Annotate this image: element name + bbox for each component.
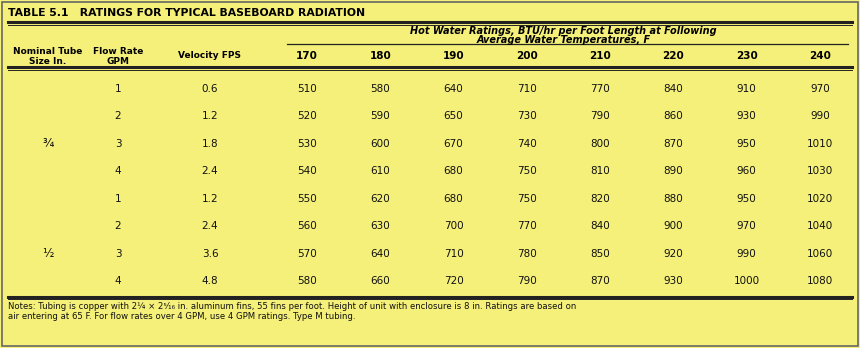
Text: 800: 800 — [590, 139, 610, 149]
Text: 660: 660 — [371, 276, 390, 286]
Text: 0.6: 0.6 — [202, 84, 218, 94]
Text: 1.2: 1.2 — [202, 194, 218, 204]
Text: 1040: 1040 — [807, 221, 833, 231]
Text: 510: 510 — [297, 84, 316, 94]
Text: 740: 740 — [517, 139, 537, 149]
Text: 860: 860 — [664, 111, 684, 121]
Text: 700: 700 — [444, 221, 464, 231]
Text: 960: 960 — [737, 166, 757, 176]
Text: 3: 3 — [114, 249, 121, 259]
Text: 4.8: 4.8 — [202, 276, 218, 286]
Text: 1.2: 1.2 — [202, 111, 218, 121]
Text: Notes: Tubing is copper with 2¼ × 2⁵⁄₁₆ in. aluminum fins, 55 fins per foot. Hei: Notes: Tubing is copper with 2¼ × 2⁵⁄₁₆ … — [8, 302, 576, 322]
Text: 840: 840 — [664, 84, 684, 94]
Text: 190: 190 — [443, 51, 464, 61]
Text: 910: 910 — [737, 84, 757, 94]
Text: 970: 970 — [810, 84, 830, 94]
Text: 520: 520 — [297, 111, 316, 121]
Text: 950: 950 — [737, 139, 757, 149]
Text: 930: 930 — [664, 276, 684, 286]
Text: ¾: ¾ — [42, 137, 53, 150]
Text: 2: 2 — [114, 221, 121, 231]
Text: 1060: 1060 — [807, 249, 833, 259]
Text: 1010: 1010 — [807, 139, 833, 149]
Text: 1000: 1000 — [734, 276, 759, 286]
Text: 990: 990 — [810, 111, 830, 121]
Text: 640: 640 — [371, 249, 390, 259]
Text: 710: 710 — [517, 84, 537, 94]
Text: 1030: 1030 — [807, 166, 833, 176]
Text: 900: 900 — [664, 221, 683, 231]
Text: 590: 590 — [371, 111, 390, 121]
Text: 180: 180 — [370, 51, 391, 61]
Text: 4: 4 — [114, 276, 121, 286]
Text: 2.4: 2.4 — [202, 221, 218, 231]
Text: 1020: 1020 — [807, 194, 833, 204]
Text: 540: 540 — [297, 166, 316, 176]
Text: 170: 170 — [296, 51, 318, 61]
Text: 630: 630 — [371, 221, 390, 231]
Text: 3: 3 — [114, 139, 121, 149]
Text: 220: 220 — [662, 51, 685, 61]
Text: 650: 650 — [444, 111, 464, 121]
Text: Hot Water Ratings, BTU/hr per Foot Length at Following: Hot Water Ratings, BTU/hr per Foot Lengt… — [410, 26, 717, 36]
Text: 620: 620 — [371, 194, 390, 204]
Text: 1: 1 — [114, 194, 121, 204]
Text: 3.6: 3.6 — [202, 249, 218, 259]
Text: 640: 640 — [444, 84, 464, 94]
Text: 1: 1 — [114, 84, 121, 94]
Text: 890: 890 — [664, 166, 684, 176]
Text: 750: 750 — [517, 194, 537, 204]
Text: 2: 2 — [114, 111, 121, 121]
Text: 850: 850 — [590, 249, 610, 259]
Text: Average Water Temperatures, F: Average Water Temperatures, F — [476, 35, 650, 45]
Text: 930: 930 — [737, 111, 757, 121]
Text: 4: 4 — [114, 166, 121, 176]
Text: 610: 610 — [371, 166, 390, 176]
Text: 790: 790 — [590, 111, 610, 121]
Text: 730: 730 — [517, 111, 537, 121]
Text: 530: 530 — [297, 139, 316, 149]
Text: 770: 770 — [517, 221, 537, 231]
Text: 1.8: 1.8 — [202, 139, 218, 149]
Text: 680: 680 — [444, 194, 464, 204]
Text: 680: 680 — [444, 166, 464, 176]
Text: 840: 840 — [590, 221, 610, 231]
Text: 870: 870 — [664, 139, 684, 149]
Text: 240: 240 — [809, 51, 831, 61]
Text: 230: 230 — [736, 51, 758, 61]
Text: 210: 210 — [589, 51, 611, 61]
Text: 550: 550 — [297, 194, 316, 204]
Text: 670: 670 — [444, 139, 464, 149]
Text: 870: 870 — [590, 276, 610, 286]
Text: 2.4: 2.4 — [202, 166, 218, 176]
Text: 880: 880 — [664, 194, 684, 204]
Text: ½: ½ — [42, 247, 53, 260]
Text: 580: 580 — [297, 276, 316, 286]
Text: 200: 200 — [516, 51, 538, 61]
Text: Velocity FPS: Velocity FPS — [179, 51, 242, 60]
Text: TABLE 5.1   RATINGS FOR TYPICAL BASEBOARD RADIATION: TABLE 5.1 RATINGS FOR TYPICAL BASEBOARD … — [8, 8, 366, 18]
Text: 780: 780 — [517, 249, 537, 259]
Text: 770: 770 — [590, 84, 610, 94]
Text: 710: 710 — [444, 249, 464, 259]
Text: 580: 580 — [371, 84, 390, 94]
Text: 600: 600 — [371, 139, 390, 149]
Text: 790: 790 — [517, 276, 537, 286]
Text: 990: 990 — [737, 249, 757, 259]
Text: 920: 920 — [664, 249, 684, 259]
Text: Flow Rate
GPM: Flow Rate GPM — [93, 47, 143, 66]
Text: 560: 560 — [297, 221, 316, 231]
Text: Nominal Tube
Size In.: Nominal Tube Size In. — [13, 47, 83, 66]
Text: 970: 970 — [737, 221, 757, 231]
Text: 570: 570 — [297, 249, 316, 259]
Text: 950: 950 — [737, 194, 757, 204]
Text: 810: 810 — [590, 166, 610, 176]
Text: 720: 720 — [444, 276, 464, 286]
Text: 820: 820 — [590, 194, 610, 204]
Text: 750: 750 — [517, 166, 537, 176]
Text: 1080: 1080 — [807, 276, 833, 286]
